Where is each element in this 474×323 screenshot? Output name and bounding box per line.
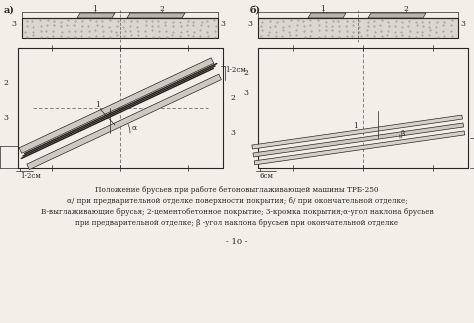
Text: 1: 1 — [92, 5, 98, 13]
Text: 3: 3 — [3, 114, 9, 122]
Text: α/ при предварительной отделке поверхности покрытия; б/ при окончательной отделк: α/ при предварительной отделке поверхнос… — [67, 197, 407, 205]
Polygon shape — [127, 13, 185, 18]
Text: 2: 2 — [160, 5, 164, 13]
Text: 3: 3 — [247, 20, 253, 28]
Text: 1: 1 — [96, 101, 100, 109]
Text: при предварительной отделке; β -угол наклона брусьев при окончательной отделке: при предварительной отделке; β -угол нак… — [75, 219, 399, 227]
Text: - 10 -: - 10 - — [226, 238, 248, 246]
Text: 1: 1 — [354, 122, 358, 130]
Bar — [22, 18, 218, 38]
Text: В-выглаживающие брусья; 2-цементобетонное покрытие; 3-кромка покрытия;α-угол нак: В-выглаживающие брусья; 2-цементобетонно… — [41, 208, 433, 216]
Text: 2: 2 — [244, 69, 248, 77]
Polygon shape — [308, 13, 346, 18]
Text: 3: 3 — [230, 129, 236, 137]
Text: 2: 2 — [230, 94, 236, 102]
Polygon shape — [253, 123, 464, 157]
Bar — [258, 18, 458, 38]
Text: 2: 2 — [403, 5, 409, 13]
Text: β: β — [401, 130, 405, 138]
Polygon shape — [77, 13, 115, 18]
Polygon shape — [27, 74, 221, 170]
Text: 1: 1 — [320, 5, 326, 13]
Text: 2: 2 — [4, 79, 9, 87]
Text: 1-2см: 1-2см — [225, 66, 246, 74]
Text: а): а) — [4, 6, 15, 15]
Text: 6см: 6см — [260, 172, 274, 180]
Text: б): б) — [250, 6, 261, 15]
Text: Положение брусьев при работе бетоновыглаживающей машины ТРБ-250: Положение брусьев при работе бетоновыгла… — [95, 186, 379, 194]
Text: 3: 3 — [461, 20, 465, 28]
Text: 1-2см: 1-2см — [20, 172, 41, 180]
Polygon shape — [368, 13, 426, 18]
Polygon shape — [254, 131, 465, 165]
Text: α: α — [132, 124, 137, 132]
Text: 3: 3 — [244, 89, 248, 97]
Polygon shape — [252, 115, 463, 149]
Text: 3: 3 — [220, 20, 226, 28]
Polygon shape — [19, 58, 214, 153]
Text: 3: 3 — [11, 20, 17, 28]
